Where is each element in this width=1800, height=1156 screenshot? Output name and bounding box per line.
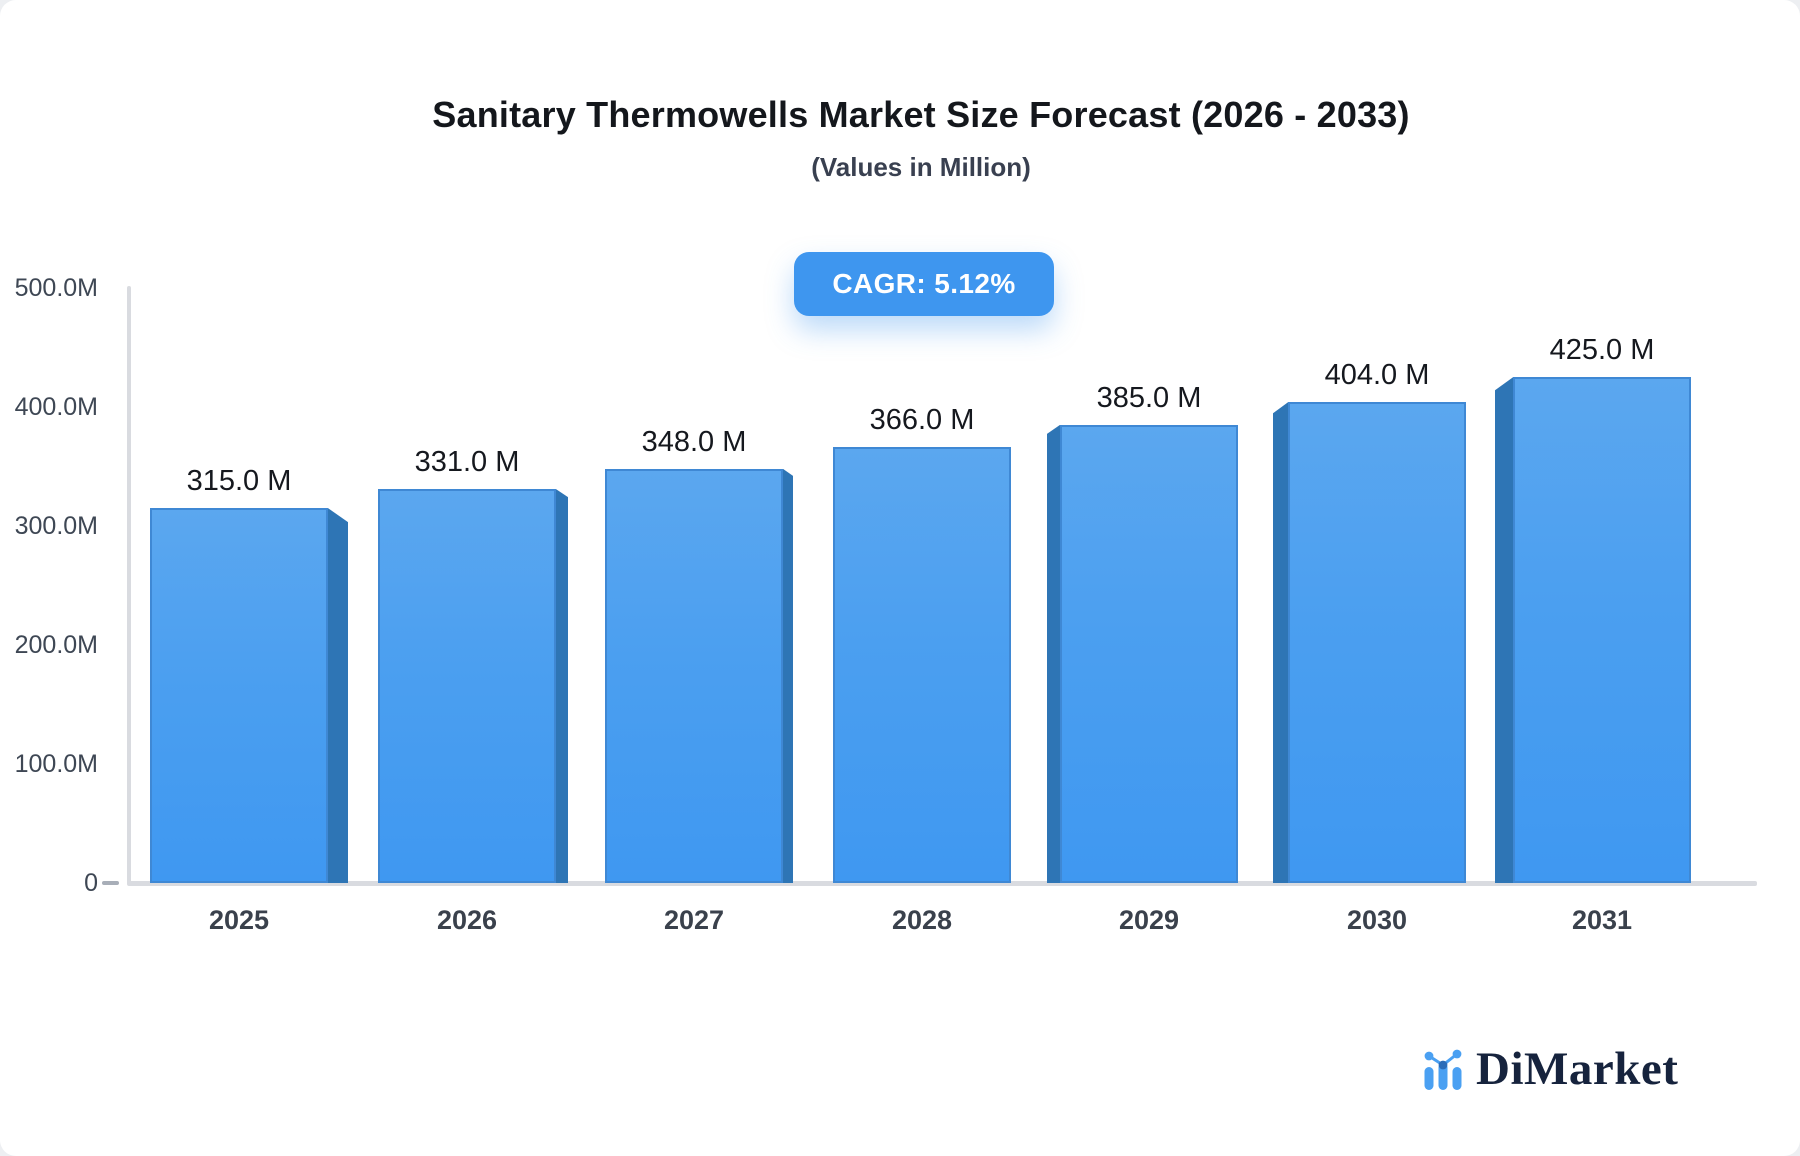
brand-logo-text: DiMarket	[1476, 1043, 1679, 1095]
zero-tick-mark	[102, 881, 119, 885]
x-axis-baseline	[127, 881, 1757, 886]
bar-2029[interactable]	[1060, 424, 1238, 883]
y-axis-tick-label: 300.0M	[14, 512, 98, 540]
chart-title: Sanitary Thermowells Market Size Forecas…	[432, 94, 1410, 135]
bar-3d-side-face	[783, 468, 793, 883]
bar-2028[interactable]	[833, 447, 1011, 883]
x-axis-category-label: 2028	[891, 905, 953, 935]
bar-value-label: 425.0 M	[1549, 334, 1655, 367]
bar-value-label: 366.0 M	[869, 404, 975, 437]
mini-bar-chart-icon	[1424, 1049, 1462, 1090]
bar-value-label: 315.0 M	[186, 465, 292, 498]
bar-3d-side-face	[1047, 424, 1060, 883]
bar-2027[interactable]	[605, 468, 783, 883]
bar-3d-side-face	[1495, 377, 1513, 883]
bar-3d-side-face	[556, 489, 568, 883]
x-axis-category-label: 2026	[436, 905, 498, 935]
bar-2031[interactable]	[1513, 377, 1691, 883]
brand-logo: DiMarket	[1420, 1042, 1678, 1096]
y-axis-tick-label: 400.0M	[14, 393, 98, 421]
bar-2025[interactable]	[150, 508, 328, 883]
y-axis-tick-label: 200.0M	[14, 631, 98, 659]
chart-subtitle: (Values in Million)	[811, 152, 1031, 182]
x-axis-category-label: 2031	[1571, 905, 1633, 935]
bar-3d-side-face	[328, 508, 348, 883]
bar-value-label: 331.0 M	[414, 446, 520, 479]
bar-3d-side-face	[1273, 402, 1288, 883]
bar-value-label: 404.0 M	[1324, 359, 1430, 392]
bar-2030[interactable]	[1288, 402, 1466, 883]
x-axis-category-label: 2027	[663, 905, 725, 935]
cagr-badge: CAGR: 5.12%	[794, 252, 1054, 316]
bar-value-label: 348.0 M	[641, 425, 747, 458]
x-axis-category-label: 2025	[208, 905, 270, 935]
y-axis-line	[127, 286, 131, 885]
y-axis-tick-label: 500.0M	[14, 274, 98, 302]
bar-2026[interactable]	[378, 489, 556, 883]
y-axis-tick-label: 0	[84, 869, 98, 897]
x-axis-category-label: 2029	[1118, 905, 1180, 935]
x-axis-category-label: 2030	[1346, 905, 1408, 935]
bar-value-label: 385.0 M	[1096, 381, 1202, 414]
y-axis-tick-label: 100.0M	[14, 750, 98, 778]
